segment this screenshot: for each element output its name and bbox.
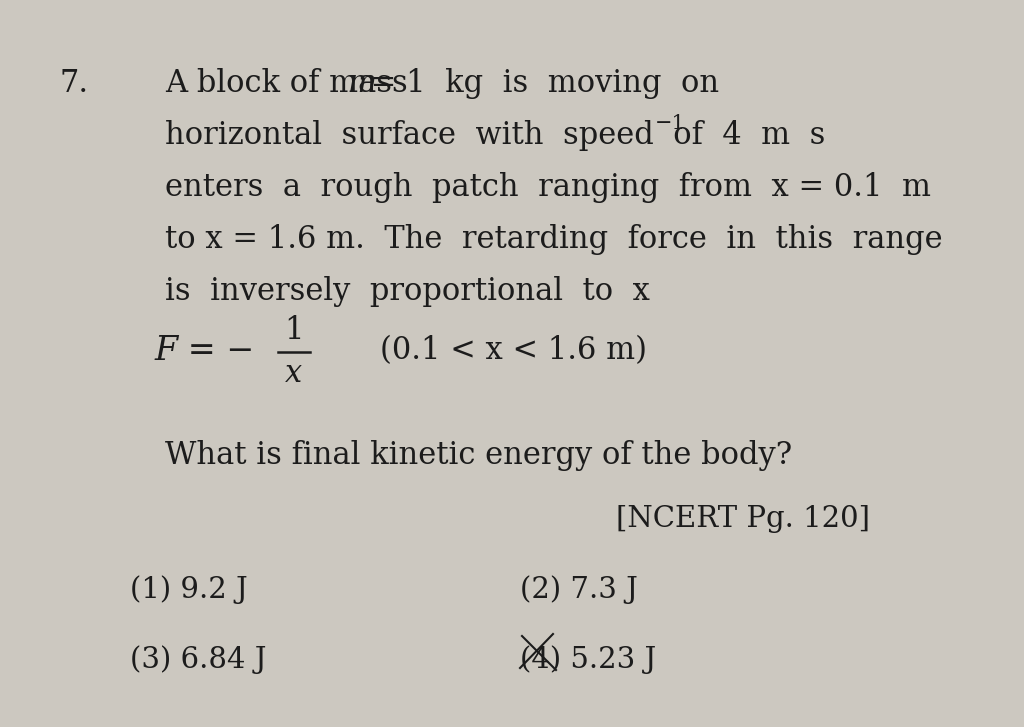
Text: (0.1 < x < 1.6 m): (0.1 < x < 1.6 m) — [380, 335, 647, 366]
Text: (2) 7.3 J: (2) 7.3 J — [520, 575, 638, 604]
Text: m: m — [348, 68, 377, 99]
Text: to x = 1.6 m.  The  retarding  force  in  this  range: to x = 1.6 m. The retarding force in thi… — [165, 224, 943, 255]
Text: [NCERT Pg. 120]: [NCERT Pg. 120] — [616, 505, 870, 533]
Text: x: x — [286, 358, 303, 389]
Text: is  inversely  proportional  to  x: is inversely proportional to x — [165, 276, 650, 307]
Text: A block of mass: A block of mass — [165, 68, 418, 99]
Text: 1: 1 — [285, 315, 304, 346]
Text: −1: −1 — [655, 114, 686, 133]
Text: What is final kinetic energy of the body?: What is final kinetic energy of the body… — [165, 440, 793, 471]
Text: (1) 9.2 J: (1) 9.2 J — [130, 575, 248, 604]
Text: horizontal  surface  with  speed  of  4  m  s: horizontal surface with speed of 4 m s — [165, 120, 825, 151]
Text: 7.: 7. — [60, 68, 89, 99]
Text: F = −: F = − — [155, 335, 255, 367]
Text: (4) 5.23 J: (4) 5.23 J — [520, 645, 656, 674]
Text: enters  a  rough  patch  ranging  from  x = 0.1  m: enters a rough patch ranging from x = 0.… — [165, 172, 931, 203]
Text: = 1  kg  is  moving  on: = 1 kg is moving on — [361, 68, 720, 99]
Text: (3) 6.84 J: (3) 6.84 J — [130, 645, 266, 674]
